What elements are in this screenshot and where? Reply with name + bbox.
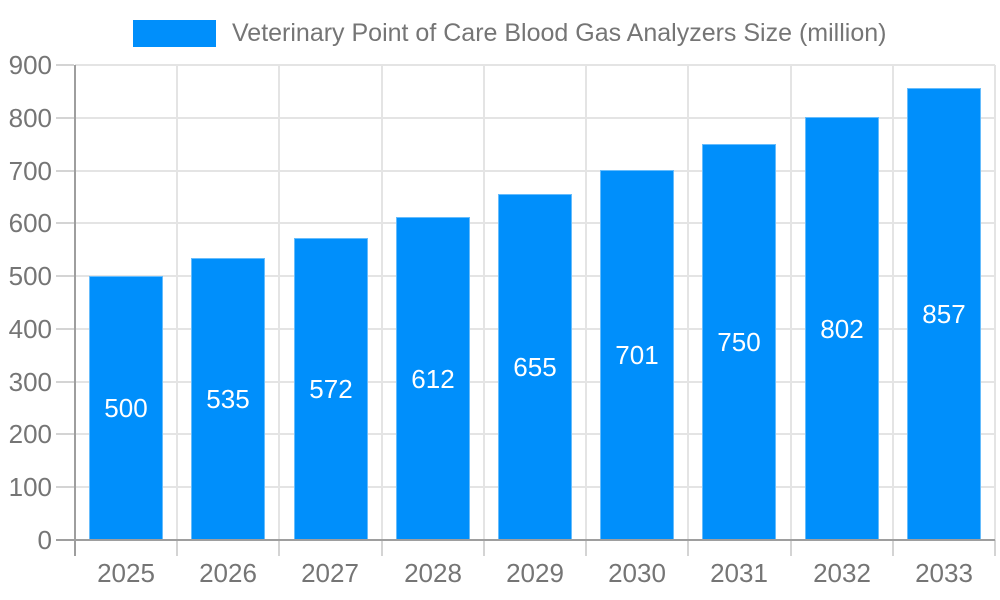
legend-series-label: Veterinary Point of Care Blood Gas Analy… (232, 19, 887, 47)
bar-value-label: 802 (820, 314, 864, 344)
y-tick-label: 0 (37, 525, 52, 555)
y-tick-label: 200 (8, 419, 52, 449)
y-tick-label: 400 (8, 314, 52, 344)
bar[interactable] (907, 88, 981, 540)
x-axis-tick (176, 540, 178, 556)
bar-value-label: 655 (513, 352, 557, 382)
bar-value-label: 535 (206, 384, 250, 414)
y-axis-tick (56, 275, 74, 277)
y-axis-tick (56, 486, 74, 488)
v-gridline (381, 65, 383, 540)
x-tick-label: 2032 (813, 558, 871, 588)
x-axis-tick (687, 540, 689, 556)
h-gridline (75, 117, 995, 119)
v-gridline (585, 65, 587, 540)
bar[interactable] (600, 170, 674, 540)
x-axis-tick (585, 540, 587, 556)
h-gridline (75, 64, 995, 66)
x-axis-tick (278, 540, 280, 556)
x-tick-label: 2025 (97, 558, 155, 588)
x-axis-tick (790, 540, 792, 556)
y-axis-tick (56, 170, 74, 172)
bar[interactable] (396, 217, 470, 540)
legend-swatch (133, 20, 216, 47)
x-tick-label: 2030 (608, 558, 666, 588)
y-axis-tick (56, 222, 74, 224)
y-tick-label: 700 (8, 156, 52, 186)
x-axis-line (56, 539, 995, 541)
bar-value-label: 572 (309, 374, 353, 404)
v-gridline (176, 65, 178, 540)
bar-value-label: 857 (922, 299, 966, 329)
v-gridline (790, 65, 792, 540)
bar-value-label: 701 (615, 340, 659, 370)
v-gridline (687, 65, 689, 540)
bar[interactable] (294, 238, 368, 540)
y-tick-label: 800 (8, 103, 52, 133)
v-gridline (278, 65, 280, 540)
bar-value-label: 612 (411, 364, 455, 394)
y-tick-label: 100 (8, 472, 52, 502)
bar[interactable] (498, 194, 572, 540)
bar-value-label: 750 (717, 327, 761, 357)
x-tick-label: 2029 (506, 558, 564, 588)
y-tick-label: 300 (8, 367, 52, 397)
h-gridline (75, 170, 995, 172)
x-axis-tick (381, 540, 383, 556)
y-axis-line (74, 65, 76, 556)
x-axis-tick (483, 540, 485, 556)
x-axis-tick (892, 540, 894, 556)
x-tick-label: 2033 (915, 558, 973, 588)
y-axis-tick (56, 381, 74, 383)
chart-legend: Veterinary Point of Care Blood Gas Analy… (133, 20, 886, 47)
x-tick-label: 2028 (404, 558, 462, 588)
bar-value-label: 500 (104, 393, 148, 423)
bar[interactable] (191, 258, 265, 540)
y-tick-label: 500 (8, 261, 52, 291)
y-axis-tick (56, 433, 74, 435)
x-tick-label: 2027 (301, 558, 359, 588)
v-gridline (994, 65, 996, 540)
x-tick-label: 2026 (199, 558, 257, 588)
v-gridline (892, 65, 894, 540)
y-tick-label: 900 (8, 50, 52, 80)
x-tick-label: 2031 (710, 558, 768, 588)
y-tick-label: 600 (8, 208, 52, 238)
bar[interactable] (805, 117, 879, 540)
y-axis-tick (56, 64, 74, 66)
bar[interactable] (702, 144, 776, 540)
v-gridline (483, 65, 485, 540)
y-axis-tick (56, 328, 74, 330)
y-axis-tick (56, 117, 74, 119)
x-axis-tick (994, 540, 996, 556)
